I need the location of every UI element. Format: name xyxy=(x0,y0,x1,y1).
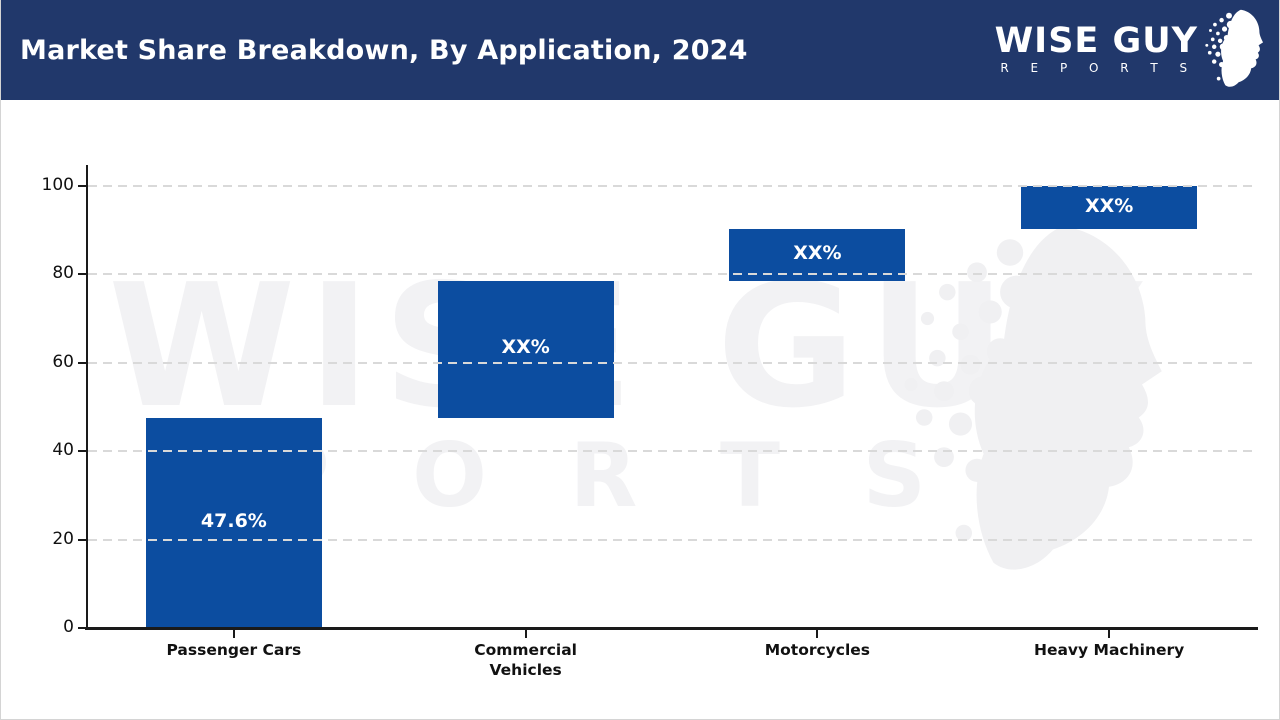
x-axis-category-label: Heavy Machinery xyxy=(1033,641,1185,659)
page-title: Market Share Breakdown, By Application, … xyxy=(20,34,748,66)
gridline-60 xyxy=(88,361,1255,364)
y-axis-tick xyxy=(78,273,87,276)
y-axis-tick-label: 60 xyxy=(52,351,74,372)
bar-value-label: XX% xyxy=(793,242,842,265)
x-axis-category-label: Commercial Vehicles xyxy=(474,641,577,679)
waterfall-bar xyxy=(729,229,906,282)
brand-subtitle-text: R E P O R T S xyxy=(1000,60,1197,75)
bar-value-label: 47.6% xyxy=(200,509,267,532)
y-axis-tick xyxy=(78,450,87,453)
x-axis-line xyxy=(85,627,1258,630)
brand-wordmark: WISE GUY R E P O R T S xyxy=(995,23,1198,75)
y-axis-tick xyxy=(78,538,87,541)
gridline-40 xyxy=(88,450,1255,453)
x-axis-category-label: Motorcycles xyxy=(764,641,871,659)
brand-logo: WISE GUY R E P O R T S xyxy=(995,8,1266,90)
x-axis-tick xyxy=(816,630,819,638)
gridline-80 xyxy=(88,273,1255,276)
y-axis-tick-label: 100 xyxy=(41,175,74,195)
y-axis-line xyxy=(86,165,88,630)
bar-value-label: XX% xyxy=(1084,194,1134,217)
waterfall-bar xyxy=(145,417,322,628)
y-axis-tick xyxy=(78,361,87,364)
brand-name-text: WISE GUY xyxy=(994,21,1198,62)
x-axis-tick xyxy=(1108,630,1111,638)
gridline-100 xyxy=(88,185,1255,187)
header-bar: Market Share Breakdown, By Application, … xyxy=(0,0,1280,100)
y-axis-tick-label: 40 xyxy=(52,440,74,461)
bar-value-label: XX% xyxy=(501,336,550,359)
y-axis-tick-label: 20 xyxy=(52,528,74,549)
y-axis-tick xyxy=(78,185,87,187)
watermark-subtext: P O R T S xyxy=(265,424,953,527)
y-axis-tick-label: 80 xyxy=(52,263,74,284)
y-axis-tick xyxy=(78,627,87,629)
brand-head-icon xyxy=(1205,9,1264,87)
y-axis-tick-label: 0 xyxy=(63,617,74,637)
x-axis-tick xyxy=(524,630,527,638)
x-axis-tick xyxy=(232,630,235,638)
waterfall-bar xyxy=(437,281,614,418)
x-axis-category-label: Passenger Cars xyxy=(166,641,302,659)
watermark-wordmark: WISE GUY xyxy=(108,248,1154,446)
waterfall-bar xyxy=(1021,186,1198,230)
gridline-20 xyxy=(88,538,1255,541)
